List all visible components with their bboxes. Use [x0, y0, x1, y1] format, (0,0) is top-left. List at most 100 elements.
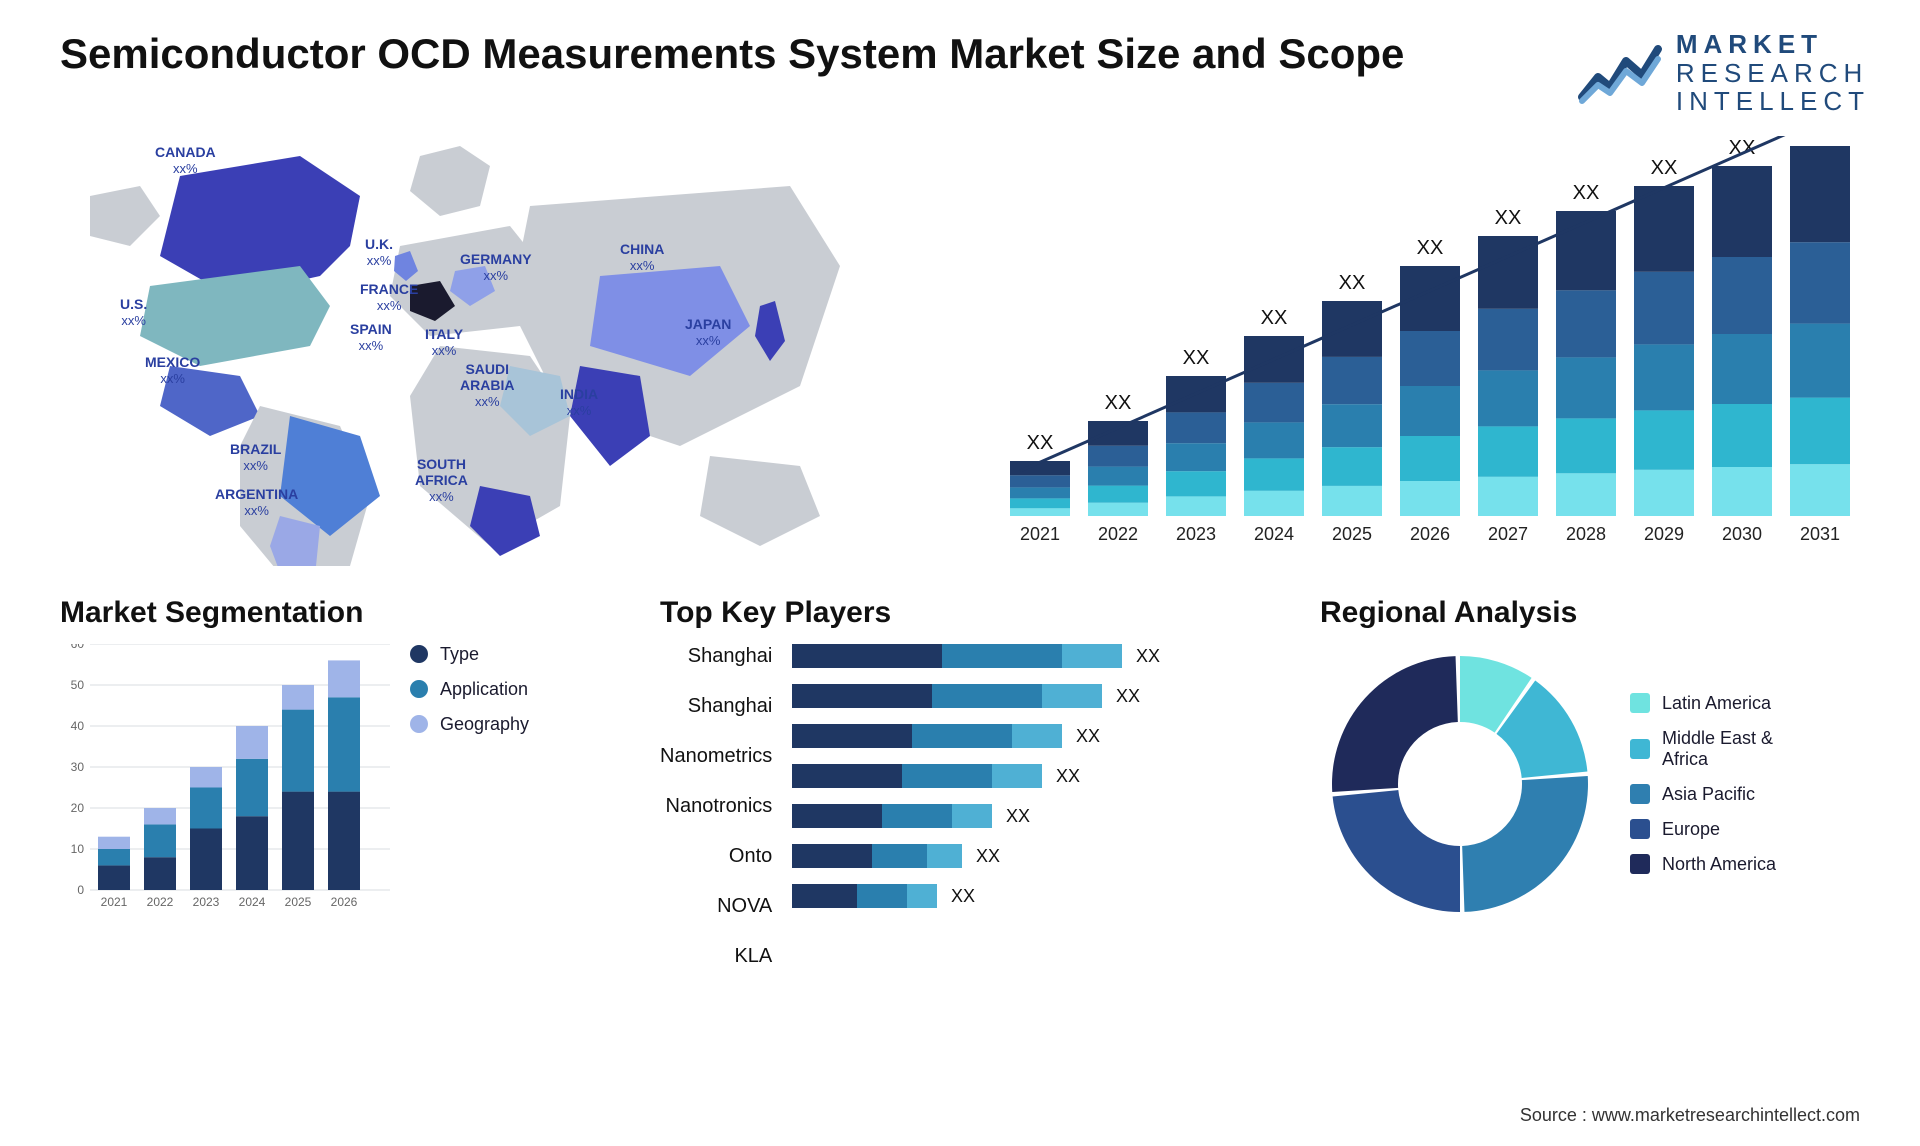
player-bar-value: XX	[951, 886, 975, 906]
forecast-bar-seg	[1088, 466, 1148, 485]
map-shape-southafrica	[470, 486, 540, 556]
forecast-bar-seg	[1478, 309, 1538, 371]
forecast-bar-value: XX	[1027, 432, 1054, 454]
player-bar-value: XX	[1116, 686, 1140, 706]
forecast-bar-seg	[1010, 487, 1070, 498]
map-label-brazil: BRAZILxx%	[230, 441, 281, 474]
seg-year-label: 2026	[331, 895, 358, 909]
player-bar-seg	[902, 764, 992, 788]
forecast-bar-seg	[1322, 301, 1382, 357]
seg-year-label: 2022	[147, 895, 174, 909]
forecast-bar-value: XX	[1261, 307, 1288, 329]
forecast-bar-seg	[1790, 242, 1850, 323]
forecast-bar-seg	[1712, 257, 1772, 334]
legend-swatch-icon	[410, 680, 428, 698]
forecast-bar-seg	[1088, 421, 1148, 446]
seg-bar-seg	[190, 767, 222, 788]
map-label-japan: JAPANxx%	[685, 316, 731, 349]
players-title: Top Key Players	[660, 596, 1280, 630]
forecast-bar-seg	[1634, 272, 1694, 345]
seg-bar-seg	[328, 791, 360, 889]
segmentation-legend: TypeApplicationGeography	[410, 644, 529, 735]
forecast-bar-seg	[1790, 323, 1850, 397]
player-bar-seg	[792, 804, 882, 828]
forecast-bar-seg	[1400, 386, 1460, 436]
donut-center	[1400, 724, 1520, 844]
forecast-year-label: 2026	[1410, 524, 1450, 544]
map-label-germany: GERMANYxx%	[460, 251, 532, 284]
player-bar-seg	[927, 844, 962, 868]
legend-label: Type	[440, 644, 479, 665]
seg-bar-seg	[98, 865, 130, 890]
player-bar-seg	[872, 844, 927, 868]
forecast-bar-seg	[1166, 471, 1226, 496]
legend-label: Latin America	[1662, 693, 1771, 714]
seg-bar-seg	[328, 697, 360, 791]
forecast-bar-seg	[1478, 426, 1538, 476]
legend-label: Geography	[440, 714, 529, 735]
seg-bar-seg	[190, 787, 222, 828]
player-bar-seg	[952, 804, 992, 828]
map-label-india: INDIAxx%	[560, 386, 598, 419]
player-bar-seg	[792, 684, 932, 708]
forecast-bar-seg	[1322, 404, 1382, 447]
forecast-bar-seg	[1166, 443, 1226, 471]
forecast-bar-value: XX	[1573, 182, 1600, 204]
map-label-south-africa: SOUTHAFRICAxx%	[415, 456, 468, 505]
forecast-bar-seg	[1010, 498, 1070, 508]
forecast-bar-value: XX	[1807, 136, 1834, 139]
seg-bar-seg	[236, 816, 268, 890]
player-bar-value: XX	[1006, 806, 1030, 826]
map-label-italy: ITALYxx%	[425, 326, 463, 359]
legend-label: Middle East &Africa	[1662, 728, 1773, 770]
forecast-bar-seg	[1478, 370, 1538, 426]
forecast-chart: XX2021XX2022XX2023XX2024XX2025XX2026XX20…	[1000, 136, 1870, 566]
forecast-bar-seg	[1556, 290, 1616, 357]
source-label: Source : www.marketresearchintellect.com	[1520, 1105, 1860, 1126]
legend-swatch-icon	[1630, 693, 1650, 713]
world-map: CANADAxx%U.S.xx%MEXICOxx%BRAZILxx%ARGENT…	[60, 136, 960, 566]
forecast-year-label: 2030	[1722, 524, 1762, 544]
player-label: NOVA	[717, 894, 772, 918]
legend-label: North America	[1662, 854, 1776, 875]
player-bar-seg	[792, 764, 902, 788]
player-label: KLA	[734, 944, 772, 968]
forecast-bar-seg	[1790, 146, 1850, 242]
player-bar-seg	[882, 804, 952, 828]
legend-swatch-icon	[1630, 784, 1650, 804]
seg-bar-seg	[98, 836, 130, 848]
brand-logo: MARKET RESEARCH INTELLECT	[1578, 30, 1870, 116]
forecast-year-label: 2023	[1176, 524, 1216, 544]
seg-bar-seg	[144, 808, 176, 824]
map-shape-australia	[700, 456, 820, 546]
map-label-canada: CANADAxx%	[155, 144, 216, 177]
region-legend-item: Latin America	[1630, 693, 1776, 714]
forecast-bar-value: XX	[1183, 347, 1210, 369]
player-bar-value: XX	[1056, 766, 1080, 786]
forecast-bar-seg	[1478, 477, 1538, 516]
seg-legend-item: Type	[410, 644, 529, 665]
legend-swatch-icon	[410, 715, 428, 733]
region-legend-item: Middle East &Africa	[1630, 728, 1776, 770]
player-bar-seg	[932, 684, 1042, 708]
forecast-bar-seg	[1244, 422, 1304, 458]
forecast-bar-seg	[1166, 496, 1226, 516]
seg-bar-seg	[144, 857, 176, 890]
player-bar-value: XX	[976, 846, 1000, 866]
seg-bar-seg	[328, 660, 360, 697]
seg-bar-seg	[236, 759, 268, 816]
forecast-bar-seg	[1010, 475, 1070, 487]
forecast-bar-value: XX	[1651, 157, 1678, 179]
forecast-year-label: 2021	[1020, 524, 1060, 544]
forecast-bar-seg	[1634, 410, 1694, 469]
forecast-svg: XX2021XX2022XX2023XX2024XX2025XX2026XX20…	[1000, 136, 1880, 556]
player-bar-value: XX	[1076, 726, 1100, 746]
forecast-bar-value: XX	[1417, 237, 1444, 259]
forecast-year-label: 2022	[1098, 524, 1138, 544]
forecast-bar-seg	[1400, 331, 1460, 386]
forecast-bar-seg	[1790, 464, 1850, 516]
forecast-bar-seg	[1244, 491, 1304, 516]
legend-label: Asia Pacific	[1662, 784, 1755, 805]
forecast-bar-seg	[1556, 357, 1616, 418]
player-bar-seg	[792, 844, 872, 868]
